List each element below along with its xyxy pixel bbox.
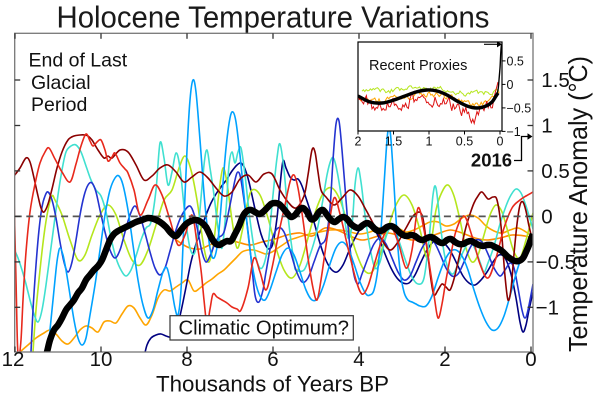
svg-text:10: 10 bbox=[90, 348, 113, 371]
svg-text:0: 0 bbox=[497, 135, 504, 149]
svg-text:0.5: 0.5 bbox=[541, 160, 570, 183]
svg-text:0: 0 bbox=[525, 348, 536, 371]
svg-text:Climatic Optimum?: Climatic Optimum? bbox=[179, 318, 350, 340]
svg-text:12: 12 bbox=[2, 348, 25, 371]
svg-text:4: 4 bbox=[353, 348, 364, 371]
svg-text:Recent Proxies: Recent Proxies bbox=[369, 58, 467, 74]
svg-text:−0.5: −0.5 bbox=[536, 251, 576, 274]
svg-text:End of Last: End of Last bbox=[29, 50, 128, 72]
svg-text:Glacial: Glacial bbox=[31, 72, 91, 94]
svg-text:8: 8 bbox=[181, 348, 192, 371]
svg-text:1.5: 1.5 bbox=[541, 69, 570, 92]
svg-text:Period: Period bbox=[31, 94, 87, 116]
svg-text:2016: 2016 bbox=[471, 150, 512, 171]
svg-text:1.5: 1.5 bbox=[385, 135, 402, 149]
svg-text:0.5: 0.5 bbox=[507, 54, 524, 68]
svg-text:Temperature Anomaly (°C): Temperature Anomaly (°C) bbox=[563, 56, 593, 352]
svg-text:2: 2 bbox=[439, 348, 450, 371]
svg-text:Thousands of Years BP: Thousands of Years BP bbox=[156, 372, 389, 397]
svg-text:−1: −1 bbox=[507, 125, 521, 139]
svg-text:2: 2 bbox=[355, 135, 362, 149]
svg-text:1: 1 bbox=[541, 115, 552, 138]
svg-text:1: 1 bbox=[426, 135, 433, 149]
svg-text:Holocene Temperature Variation: Holocene Temperature Variations bbox=[57, 0, 490, 35]
svg-text:6: 6 bbox=[267, 348, 278, 371]
svg-text:−0.5: −0.5 bbox=[507, 101, 532, 115]
svg-text:−1: −1 bbox=[536, 296, 559, 319]
svg-text:0: 0 bbox=[507, 78, 514, 92]
svg-text:0: 0 bbox=[541, 205, 552, 228]
svg-text:0.5: 0.5 bbox=[456, 135, 473, 149]
